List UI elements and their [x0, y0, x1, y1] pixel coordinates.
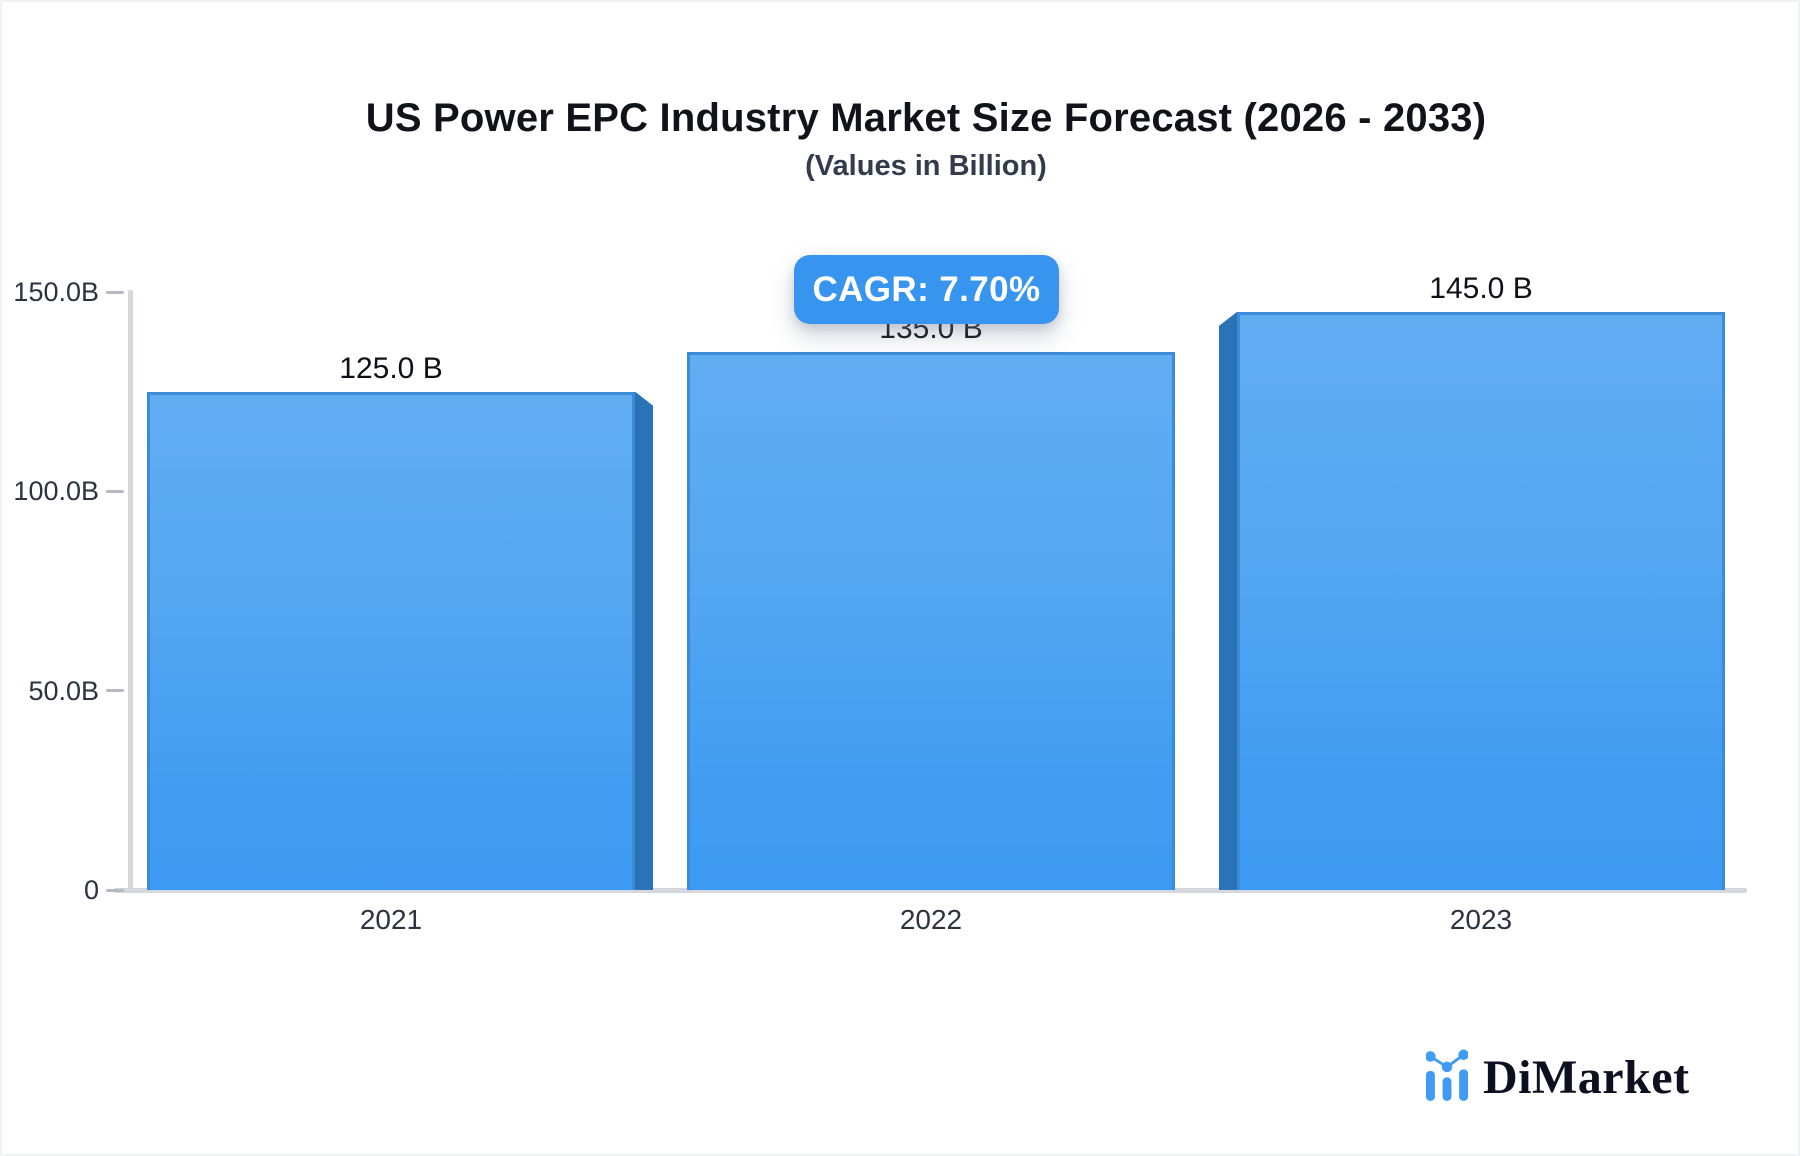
bar-2023 [1237, 311, 1725, 890]
x-axis-line [114, 888, 1747, 893]
bar-2021 [147, 391, 635, 890]
bar-chart-logo-icon [1426, 1049, 1468, 1101]
cagr-badge: CAGR: 7.70% [794, 255, 1059, 324]
bar-3d-side [635, 391, 653, 890]
y-tick-mark [106, 489, 124, 493]
bar-value-label: 125.0 B [339, 351, 443, 385]
y-tick-mark [106, 290, 124, 294]
brand-name: DiMarket [1483, 1051, 1690, 1104]
bar-2022 [687, 351, 1175, 890]
chart-subtitle: (Values in Billion) [805, 150, 1047, 182]
bar-value-label: 145.0 B [1429, 271, 1533, 305]
brand-logo: DiMarket [1426, 1042, 1690, 1104]
y-tick-label: 50.0B [28, 675, 99, 706]
bar-3d-side [1219, 311, 1237, 890]
x-axis-label: 2022 [899, 904, 963, 935]
y-tick-label: 0 [83, 875, 99, 905]
x-axis-label: 2023 [1449, 904, 1513, 935]
y-axis-line [128, 290, 133, 891]
cagr-badge-label: CAGR: 7.70% [812, 269, 1041, 309]
y-tick-label: 100.0B [13, 476, 99, 507]
x-axis-label: 2021 [359, 904, 423, 935]
y-tick-mark [106, 689, 124, 693]
y-tick-label: 150.0B [13, 277, 99, 307]
y-tick-mark [106, 888, 124, 892]
chart-title: US Power EPC Industry Market Size Foreca… [365, 96, 1487, 140]
